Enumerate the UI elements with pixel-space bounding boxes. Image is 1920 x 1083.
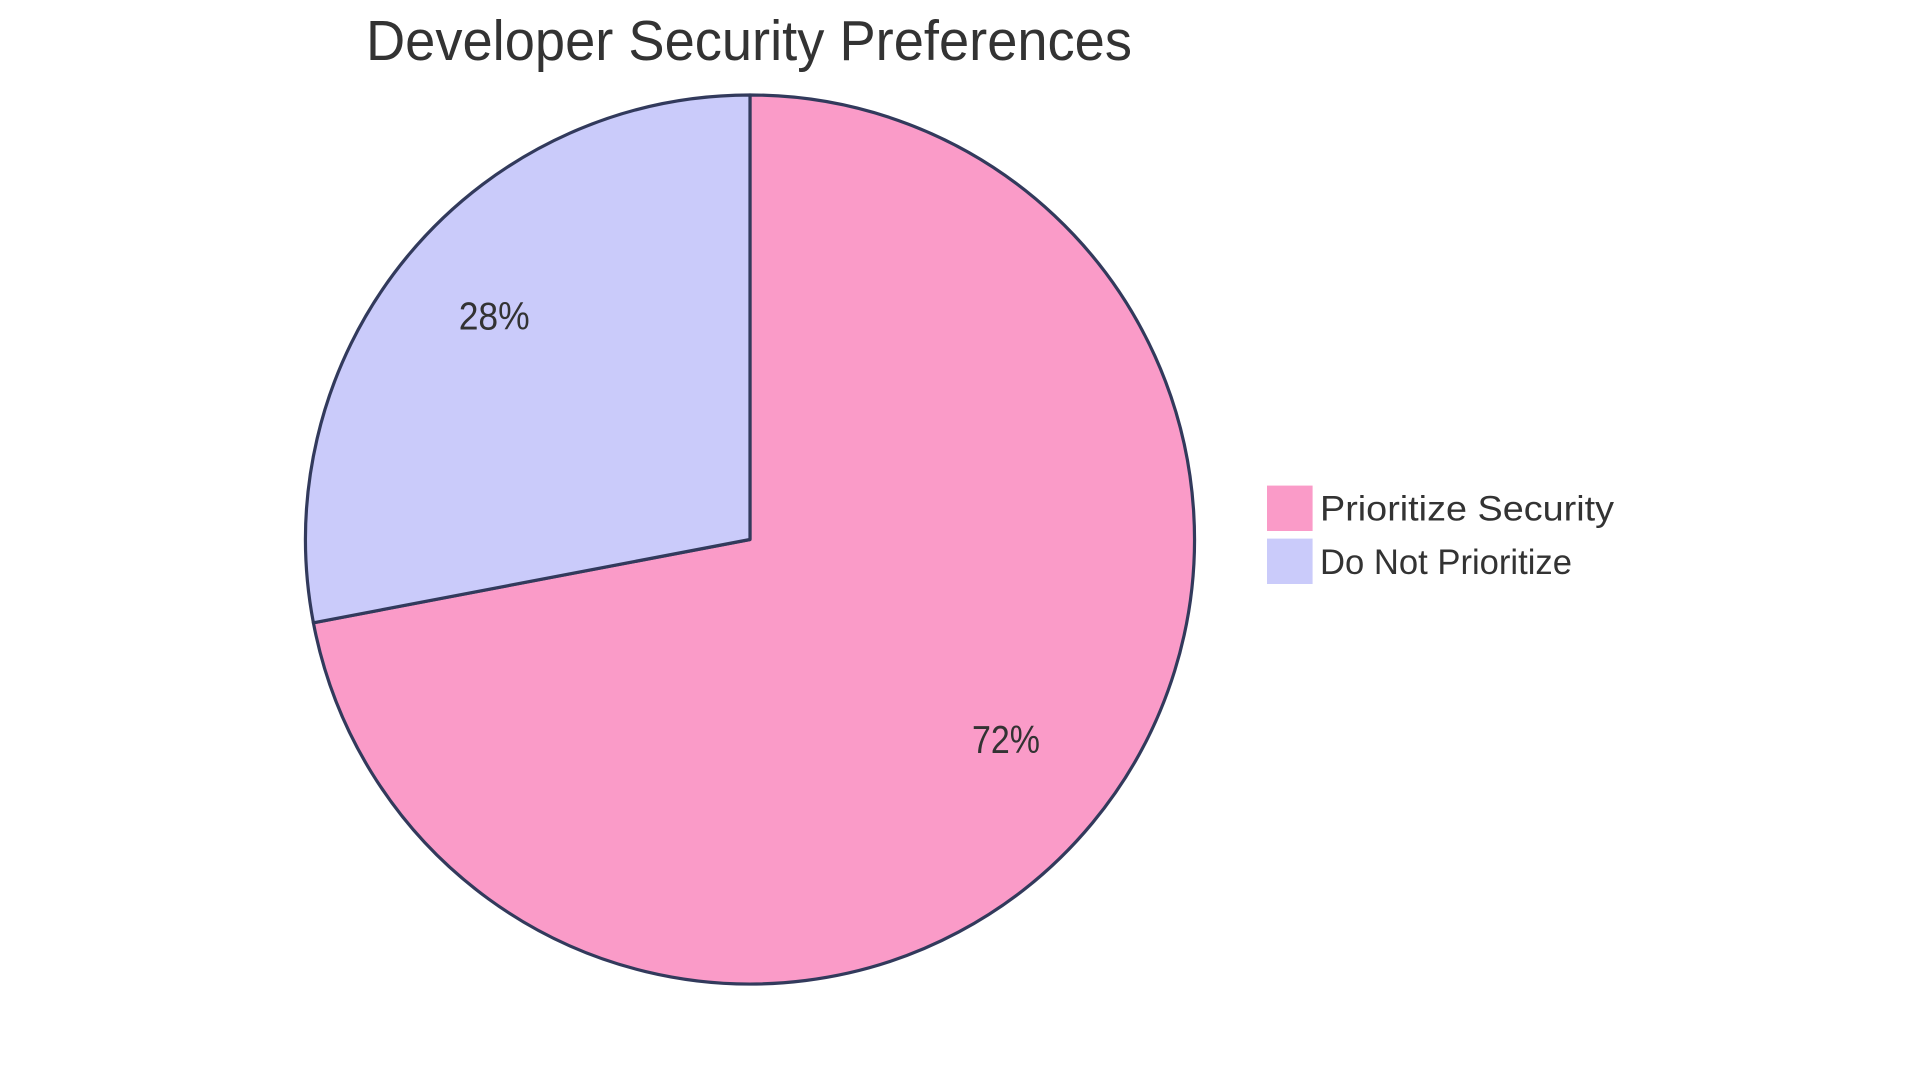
svg-text:28%: 28% (459, 296, 530, 339)
svg-text:Prioritize Security: Prioritize Security (1320, 488, 1614, 528)
svg-text:Developer Security Preferences: Developer Security Preferences (366, 9, 1132, 73)
svg-text:72%: 72% (972, 719, 1040, 762)
svg-text:Do Not Prioritize: Do Not Prioritize (1320, 542, 1572, 582)
